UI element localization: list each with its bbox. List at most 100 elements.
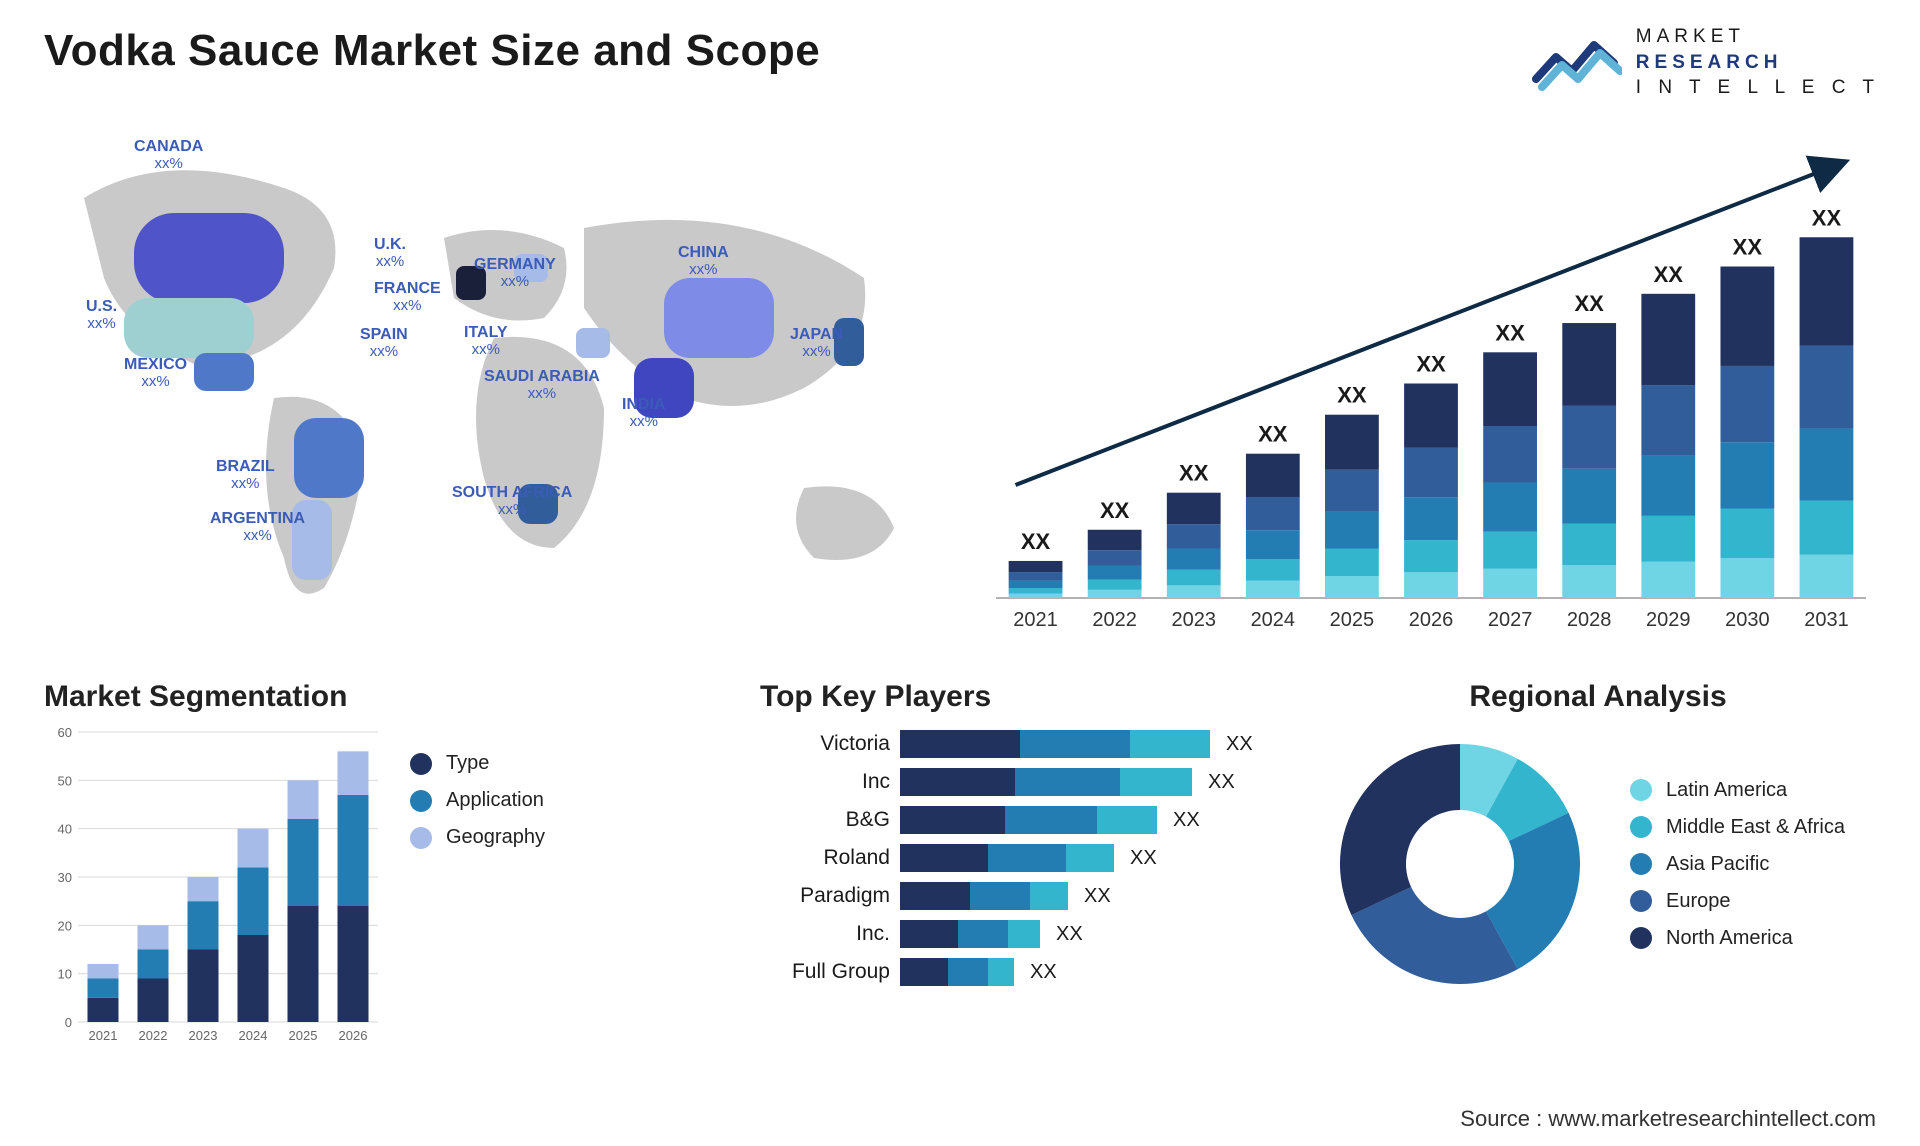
map-country-label: INDIAxx%	[622, 396, 666, 430]
svg-text:0: 0	[65, 1015, 72, 1030]
regional-legend: Latin AmericaMiddle East & AfricaAsia Pa…	[1630, 779, 1845, 950]
svg-text:XX: XX	[1337, 383, 1367, 408]
regional-heading: Regional Analysis	[1320, 680, 1876, 714]
key-player-bar	[900, 882, 1068, 910]
key-player-row: Paradigm XX	[760, 882, 1300, 910]
key-player-value: XX	[1030, 961, 1057, 984]
key-players-heading: Top Key Players	[760, 680, 1300, 714]
key-player-bar	[900, 730, 1210, 758]
svg-text:2024: 2024	[1251, 609, 1296, 631]
key-player-row: Inc XX	[760, 768, 1300, 796]
segmentation-legend-item: Type	[410, 752, 545, 775]
map-country-label: MEXICOxx%	[124, 356, 187, 390]
svg-text:2029: 2029	[1646, 609, 1691, 631]
svg-text:XX: XX	[1021, 529, 1051, 554]
key-player-row: Victoria XX	[760, 730, 1300, 758]
logo-line3: I N T E L L E C T	[1636, 77, 1880, 98]
svg-text:30: 30	[58, 870, 72, 885]
svg-text:60: 60	[58, 725, 72, 740]
svg-text:XX: XX	[1416, 352, 1446, 377]
regional-legend-item: Latin America	[1630, 779, 1845, 802]
svg-text:XX: XX	[1100, 498, 1130, 523]
svg-text:2023: 2023	[189, 1028, 218, 1043]
logo-line1: MARKET	[1636, 26, 1745, 47]
svg-text:50: 50	[58, 773, 72, 788]
source-label: Source : www.marketresearchintellect.com	[1460, 1106, 1876, 1132]
map-country-label: SPAINxx%	[360, 326, 408, 360]
key-players-section: Top Key Players VictoriaXXIncXXB&GXXRola…	[760, 680, 1300, 996]
svg-text:2025: 2025	[289, 1028, 318, 1043]
key-player-value: XX	[1208, 771, 1235, 794]
key-player-value: XX	[1130, 847, 1157, 870]
map-country-label: ITALYxx%	[464, 324, 508, 358]
svg-text:XX: XX	[1179, 461, 1209, 486]
logo-line2: RESEARCH	[1636, 52, 1783, 73]
map-country-label: GERMANYxx%	[474, 256, 556, 290]
key-player-row: Inc. XX	[760, 920, 1300, 948]
svg-text:XX: XX	[1654, 262, 1684, 287]
svg-text:2021: 2021	[89, 1028, 118, 1043]
map-country-label: CANADAxx%	[134, 138, 203, 172]
map-country-label: JAPANxx%	[790, 326, 843, 360]
svg-text:2024: 2024	[239, 1028, 268, 1043]
svg-text:2023: 2023	[1171, 609, 1216, 631]
key-player-value: XX	[1173, 809, 1200, 832]
key-player-label: Inc.	[760, 922, 890, 946]
key-player-label: Paradigm	[760, 884, 890, 908]
map-country-label: U.S.xx%	[86, 298, 117, 332]
scope-chart-svg: XX 2021 XX 2022 XX 2023 XX 2024 XX 2025 XX 2026 XX 20…	[976, 148, 1876, 648]
svg-text:2025: 2025	[1330, 609, 1375, 631]
donut-chart-svg	[1320, 724, 1600, 1004]
regional-legend-item: North America	[1630, 927, 1845, 950]
svg-text:XX: XX	[1812, 205, 1842, 230]
segmentation-chart-svg: 0 10 20 30 40 50 60 2021 2022 2023 2024 2025 2026	[44, 722, 384, 1052]
svg-text:2028: 2028	[1567, 609, 1612, 631]
map-country-label: SOUTH AFRICAxx%	[452, 484, 572, 518]
key-player-label: Inc	[760, 770, 890, 794]
logo-mark-icon	[1532, 27, 1622, 97]
key-player-row: Roland XX	[760, 844, 1300, 872]
key-player-bar	[900, 920, 1040, 948]
key-player-label: Victoria	[760, 732, 890, 756]
svg-text:XX: XX	[1258, 422, 1288, 447]
svg-text:2021: 2021	[1013, 609, 1057, 631]
svg-text:20: 20	[58, 918, 72, 933]
key-player-value: XX	[1056, 923, 1083, 946]
brand-logo: MARKET RESEARCH I N T E L L E C T	[1532, 24, 1880, 101]
map-country-label: U.K.xx%	[374, 236, 406, 270]
segmentation-section: Market Segmentation 0 10 20 30 40 50 60 2021 202…	[44, 680, 604, 1052]
svg-text:2022: 2022	[139, 1028, 168, 1043]
regional-legend-item: Middle East & Africa	[1630, 816, 1845, 839]
svg-text:2026: 2026	[339, 1028, 368, 1043]
map-country-label: BRAZILxx%	[216, 458, 275, 492]
segmentation-legend: TypeApplicationGeography	[410, 752, 545, 849]
logo-text: MARKET RESEARCH I N T E L L E C T	[1636, 24, 1880, 101]
world-map: CANADAxx%U.S.xx%MEXICOxx%BRAZILxx%ARGENT…	[44, 128, 944, 628]
key-player-bar	[900, 958, 1014, 986]
key-player-bar	[900, 844, 1114, 872]
key-player-label: B&G	[760, 808, 890, 832]
svg-text:2022: 2022	[1092, 609, 1137, 631]
svg-text:XX: XX	[1495, 320, 1525, 345]
regional-legend-item: Europe	[1630, 890, 1845, 913]
key-player-label: Full Group	[760, 960, 890, 984]
segmentation-legend-item: Application	[410, 789, 545, 812]
svg-text:40: 40	[58, 822, 72, 837]
regional-section: Regional Analysis Latin America Middle Ea…	[1320, 680, 1876, 1004]
key-player-row: Full Group XX	[760, 958, 1300, 986]
svg-text:2026: 2026	[1409, 609, 1454, 631]
key-players-rows: VictoriaXXIncXXB&GXXRolandXXParadigmXXIn…	[760, 730, 1300, 986]
svg-text:XX: XX	[1733, 235, 1763, 260]
key-player-bar	[900, 768, 1192, 796]
map-country-label: CHINAxx%	[678, 244, 729, 278]
key-player-label: Roland	[760, 846, 890, 870]
segmentation-heading: Market Segmentation	[44, 680, 604, 714]
map-country-label: SAUDI ARABIAxx%	[484, 368, 600, 402]
key-player-value: XX	[1226, 733, 1253, 756]
svg-text:10: 10	[58, 967, 72, 982]
key-player-value: XX	[1084, 885, 1111, 908]
infographic-page: Vodka Sauce Market Size and Scope MARKET…	[0, 0, 1920, 1146]
map-country-label: FRANCExx%	[374, 280, 441, 314]
scope-chart: XX 2021 XX 2022 XX 2023 XX 2024 XX 2025 XX 2026 XX 20…	[976, 148, 1876, 648]
svg-text:XX: XX	[1575, 291, 1605, 316]
